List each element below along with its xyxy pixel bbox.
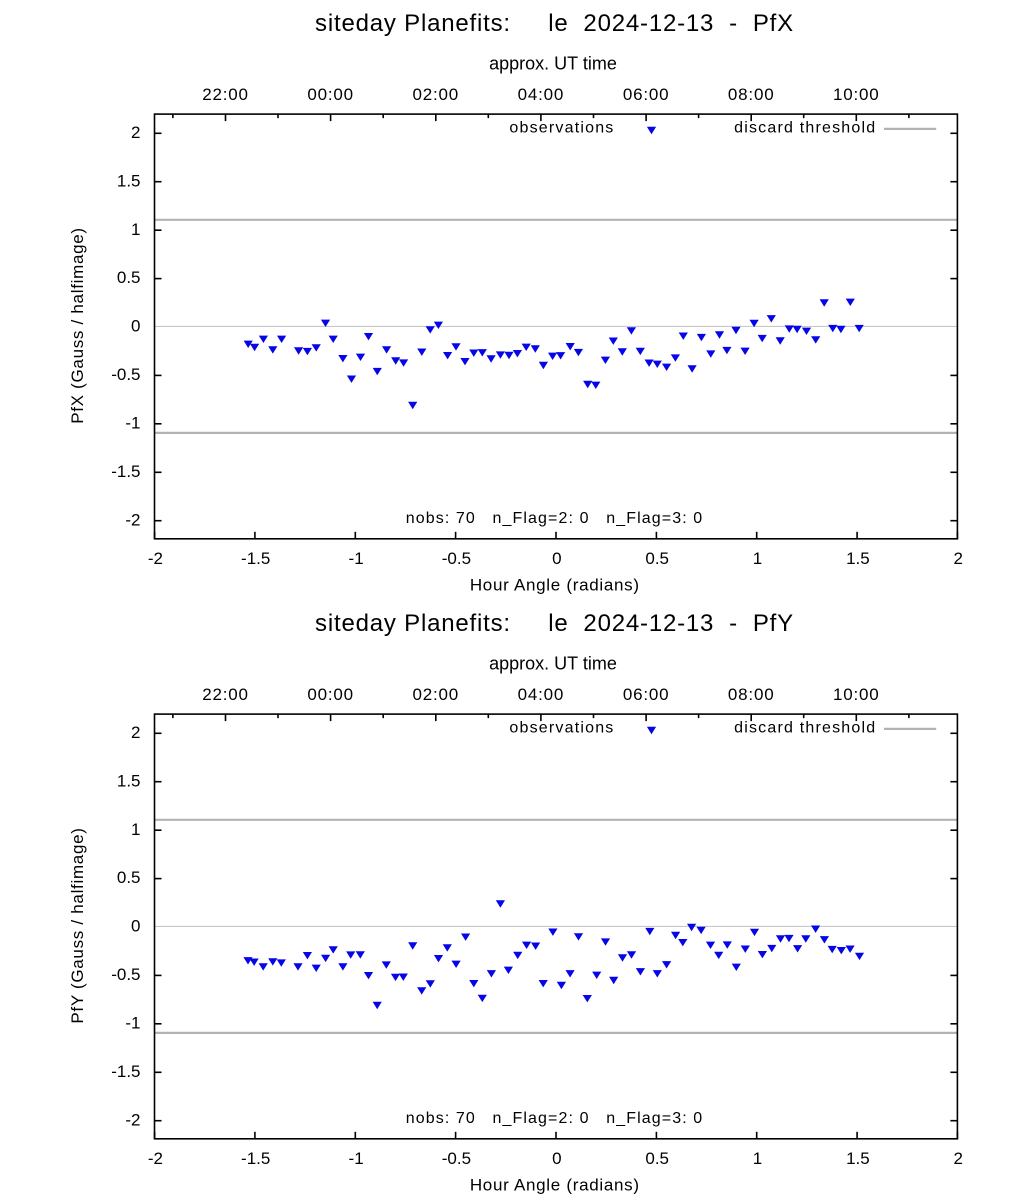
svg-text:06:00: 06:00 xyxy=(623,85,670,104)
svg-text:10:00: 10:00 xyxy=(833,685,880,704)
svg-text:0.5: 0.5 xyxy=(117,868,141,887)
svg-text:discard threshold: discard threshold xyxy=(734,120,876,137)
svg-text:-0.5: -0.5 xyxy=(442,549,471,568)
svg-text:siteday Planefits: le 202: siteday Planefits: le 2024-12-13 - PfX xyxy=(315,10,794,37)
svg-text:0: 0 xyxy=(131,917,140,936)
svg-text:2: 2 xyxy=(953,1149,962,1168)
svg-text:-0.5: -0.5 xyxy=(111,365,140,384)
svg-text:1.5: 1.5 xyxy=(846,549,870,568)
svg-text:00:00: 00:00 xyxy=(307,85,354,104)
svg-text:2: 2 xyxy=(131,723,140,742)
svg-text:1: 1 xyxy=(753,1149,762,1168)
svg-text:-1: -1 xyxy=(349,549,364,568)
svg-text:PfY (Gauss / halfimage): PfY (Gauss / halfimage) xyxy=(68,827,87,1023)
svg-text:1: 1 xyxy=(131,820,140,839)
svg-text:1: 1 xyxy=(131,220,140,239)
svg-text:observations: observations xyxy=(509,720,614,737)
svg-text:-2: -2 xyxy=(148,549,163,568)
svg-text:2: 2 xyxy=(131,123,140,142)
svg-text:-1.5: -1.5 xyxy=(111,1062,140,1081)
svg-text:08:00: 08:00 xyxy=(728,685,775,704)
svg-text:22:00: 22:00 xyxy=(202,85,249,104)
svg-text:approx. UT time: approx. UT time xyxy=(489,654,617,674)
svg-text:04:00: 04:00 xyxy=(518,685,565,704)
svg-text:-2: -2 xyxy=(125,510,140,529)
svg-text:0.5: 0.5 xyxy=(117,268,141,287)
svg-text:nobs: 70 n_Flag=2: 0 n_Fla: nobs: 70 n_Flag=2: 0 n_Flag=3: 0 xyxy=(406,1110,704,1127)
svg-text:2: 2 xyxy=(953,549,962,568)
svg-text:1.5: 1.5 xyxy=(117,771,141,790)
svg-text:-2: -2 xyxy=(125,1110,140,1129)
svg-text:PfX (Gauss / halfimage): PfX (Gauss / halfimage) xyxy=(68,227,87,424)
svg-text:10:00: 10:00 xyxy=(833,85,880,104)
svg-text:02:00: 02:00 xyxy=(413,85,460,104)
svg-text:1: 1 xyxy=(753,549,762,568)
svg-text:-1: -1 xyxy=(125,1013,140,1032)
svg-text:1.5: 1.5 xyxy=(846,1149,870,1168)
svg-text:observations: observations xyxy=(509,120,614,137)
svg-text:1.5: 1.5 xyxy=(117,171,141,190)
svg-text:02:00: 02:00 xyxy=(413,685,460,704)
svg-text:-1.5: -1.5 xyxy=(241,549,270,568)
svg-text:Hour Angle (radians): Hour Angle (radians) xyxy=(470,1176,640,1195)
svg-text:04:00: 04:00 xyxy=(518,85,565,104)
svg-text:nobs: 70 n_Flag=2: 0 n_Fla: nobs: 70 n_Flag=2: 0 n_Flag=3: 0 xyxy=(406,510,704,527)
svg-text:0: 0 xyxy=(131,317,140,336)
svg-text:-1.5: -1.5 xyxy=(111,462,140,481)
svg-text:0: 0 xyxy=(552,1149,561,1168)
svg-text:approx. UT time: approx. UT time xyxy=(489,54,617,74)
svg-text:-1: -1 xyxy=(349,1149,364,1168)
svg-text:22:00: 22:00 xyxy=(202,685,249,704)
svg-text:siteday Planefits: le 202: siteday Planefits: le 2024-12-13 - PfY xyxy=(315,610,794,637)
svg-text:00:00: 00:00 xyxy=(307,685,354,704)
svg-text:Hour Angle (radians): Hour Angle (radians) xyxy=(470,576,640,595)
svg-text:06:00: 06:00 xyxy=(623,685,670,704)
svg-text:-0.5: -0.5 xyxy=(442,1149,471,1168)
svg-text:-2: -2 xyxy=(148,1149,163,1168)
svg-text:-1: -1 xyxy=(125,413,140,432)
svg-text:-0.5: -0.5 xyxy=(111,965,140,984)
svg-text:0.5: 0.5 xyxy=(645,1149,669,1168)
svg-text:0.5: 0.5 xyxy=(645,549,669,568)
svg-text:discard threshold: discard threshold xyxy=(734,720,876,737)
svg-text:08:00: 08:00 xyxy=(728,85,775,104)
svg-text:0: 0 xyxy=(552,549,561,568)
svg-text:-1.5: -1.5 xyxy=(241,1149,270,1168)
